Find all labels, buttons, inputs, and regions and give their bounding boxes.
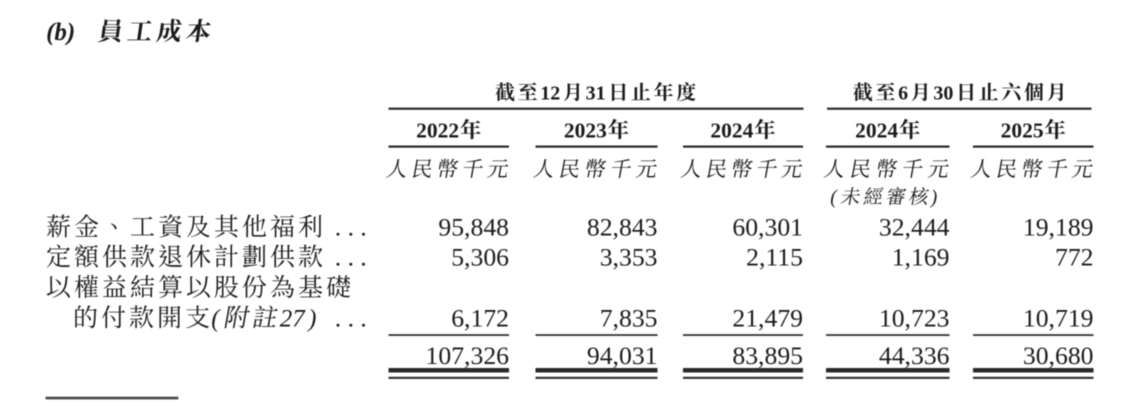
svg-text:(b): (b) [46,19,75,46]
svg-text:1,169: 1,169 [892,243,950,272]
svg-text:30: 30 [933,82,953,104]
svg-text:): ) [306,305,316,332]
svg-text:.: . [348,303,354,332]
svg-text:2025: 2025 [1001,118,1044,142]
svg-text:.: . [348,213,354,242]
svg-text:21,479: 21,479 [732,303,803,332]
svg-text:(: ( [830,188,838,209]
svg-text:10,723: 10,723 [879,303,950,332]
svg-text:82,843: 82,843 [587,213,658,242]
svg-text:10,719: 10,719 [1023,303,1094,332]
svg-text:27: 27 [280,305,307,332]
svg-text:19,189: 19,189 [1023,213,1094,242]
svg-text:6,172: 6,172 [451,303,509,332]
svg-text:2024: 2024 [710,118,753,142]
svg-text:94,031: 94,031 [587,341,658,370]
svg-text:2023: 2023 [564,118,607,142]
svg-text:2022: 2022 [416,118,459,142]
svg-text:31: 31 [586,82,606,104]
svg-text:95,848: 95,848 [438,213,509,242]
svg-text:.: . [360,213,366,242]
svg-text:5,306: 5,306 [451,243,509,272]
svg-text:44,336: 44,336 [879,341,950,370]
svg-text:.: . [360,303,366,332]
svg-text:60,301: 60,301 [732,213,803,242]
svg-text:772: 772 [1055,243,1094,272]
svg-text:107,326: 107,326 [426,341,510,370]
svg-text:12: 12 [540,82,560,104]
svg-text:.: . [335,243,341,272]
svg-text:30,680: 30,680 [1023,341,1094,370]
svg-text:6: 6 [898,82,908,104]
svg-text:2,115: 2,115 [746,243,803,272]
svg-text:32,444: 32,444 [879,213,950,242]
svg-text:7,835: 7,835 [600,303,658,332]
svg-text:83,895: 83,895 [732,341,803,370]
svg-text:.: . [360,243,366,272]
svg-text:.: . [335,213,341,242]
svg-text:(: ( [211,305,221,332]
svg-text:2024: 2024 [855,118,898,142]
svg-text:3,353: 3,353 [600,243,658,272]
svg-text:.: . [348,243,354,272]
svg-text:.: . [335,303,341,332]
svg-text:): ) [930,188,938,209]
